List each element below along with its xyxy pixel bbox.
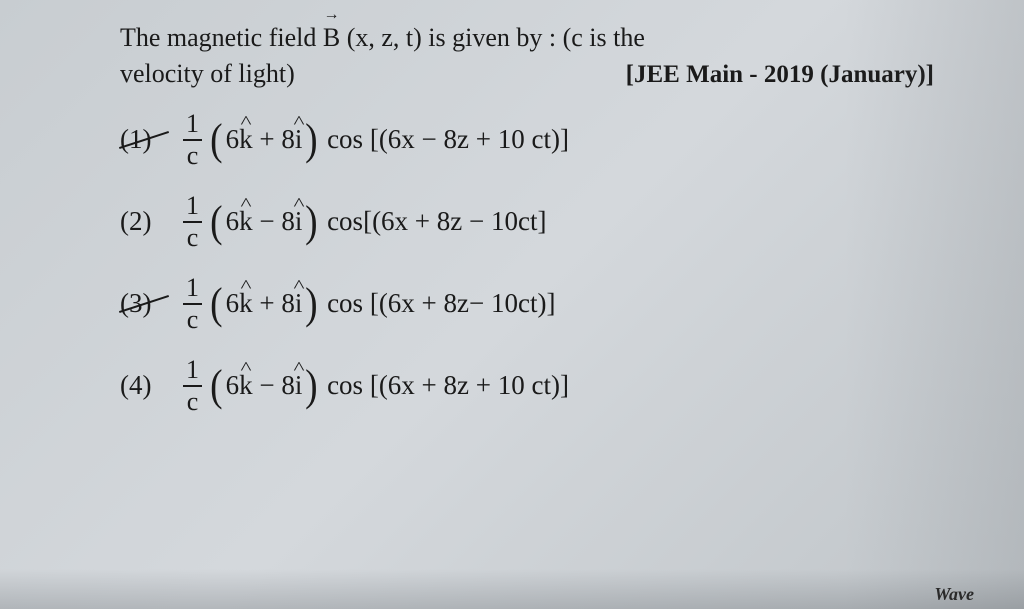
question-stem: The magnetic field B (x, z, t) is given …: [120, 20, 934, 93]
k-hat-2: k: [239, 206, 253, 237]
sign-2: −: [259, 206, 274, 236]
vec-1-content: 6k + 8i: [224, 124, 305, 155]
lparen-icon: (: [210, 286, 222, 321]
k-hat-3: k: [239, 288, 253, 319]
sign-4: −: [259, 370, 274, 400]
cos-label-4: cos: [327, 370, 363, 400]
frac-2-den: c: [183, 221, 203, 251]
lparen-icon: (: [210, 368, 222, 403]
vector-group-1: ( 6k + 8i ): [209, 122, 319, 157]
vec-4-content: 6k − 8i: [224, 370, 305, 401]
frac-3-num: 1: [182, 275, 203, 303]
option-4: (4) 1 c ( 6k − 8i ) cos [(6x + 8z + 10 c…: [120, 357, 934, 415]
rparen-icon: ): [306, 204, 318, 239]
i-hat-3: i: [295, 288, 303, 319]
question-line-2: velocity of light) [JEE Main - 2019 (Jan…: [120, 56, 934, 92]
fraction-3: 1 c: [182, 275, 203, 333]
vector-B: B: [323, 20, 340, 56]
cos-arg-4: (6x + 8z + 10 ct): [379, 370, 560, 400]
bottom-page-fragment: Wave: [934, 584, 974, 605]
exam-source: [JEE Main - 2019 (January)]: [626, 57, 934, 92]
cos-label-2: cos: [327, 206, 363, 236]
k-hat-4: k: [239, 370, 253, 401]
coeff-k-1: 6: [226, 124, 240, 154]
vec-3-content: 6k + 8i: [224, 288, 305, 319]
i-hat-1: i: [295, 124, 303, 155]
vec-2-content: 6k − 8i: [224, 206, 305, 237]
rparen-icon: ): [306, 286, 318, 321]
option-1: (1) 1 c ( 6k + 8i ) cos [(6x − 8z + 10 c…: [120, 111, 934, 169]
i-hat-4: i: [295, 370, 303, 401]
bottom-shadow: [0, 569, 1024, 609]
frac-3-den: c: [183, 303, 203, 333]
option-3-number: (3): [120, 288, 168, 319]
option-1-number: (1): [120, 124, 168, 155]
cos-part-4: cos [(6x + 8z + 10 ct)]: [327, 370, 569, 401]
cos-label-3: cos: [327, 288, 363, 318]
option-4-number: (4): [120, 370, 168, 401]
coeff-k-3: 6: [226, 288, 240, 318]
frac-2-num: 1: [182, 193, 203, 221]
lparen-icon: (: [210, 204, 222, 239]
cos-arg-1: (6x − 8z + 10 ct): [379, 124, 560, 154]
k-hat-1: k: [239, 124, 253, 155]
option-2: (2) 1 c ( 6k − 8i ) cos[(6x + 8z − 10ct]: [120, 193, 934, 251]
i-hat-2: i: [295, 206, 303, 237]
cos-arg-2: (6x + 8z − 10ct]: [372, 206, 546, 236]
coeff-k-4: 6: [226, 370, 240, 400]
question-line-1: The magnetic field B (x, z, t) is given …: [120, 20, 934, 56]
cos-label-1: cos: [327, 124, 363, 154]
frac-4-den: c: [183, 385, 203, 415]
frac-4-num: 1: [182, 357, 203, 385]
cos-part-1: cos [(6x − 8z + 10 ct)]: [327, 124, 569, 155]
sign-1: +: [259, 124, 274, 154]
lparen-icon: (: [210, 122, 222, 157]
frac-1-den: c: [183, 139, 203, 169]
coeff-k-2: 6: [226, 206, 240, 236]
vector-group-3: ( 6k + 8i ): [209, 286, 319, 321]
option-2-number: (2): [120, 206, 168, 237]
fraction-1: 1 c: [182, 111, 203, 169]
cos-part-2: cos[(6x + 8z − 10ct]: [327, 206, 546, 237]
fraction-4: 1 c: [182, 357, 203, 415]
q-text-1: The magnetic field: [120, 23, 323, 52]
frac-1-num: 1: [182, 111, 203, 139]
rparen-icon: ): [306, 122, 318, 157]
cos-arg-3: (6x + 8z− 10ct): [379, 288, 547, 318]
rparen-icon: ): [306, 368, 318, 403]
option-3: (3) 1 c ( 6k + 8i ) cos [(6x + 8z− 10ct)…: [120, 275, 934, 333]
velocity-label: velocity of light): [120, 56, 295, 92]
sign-3: +: [259, 288, 274, 318]
q-text-2: (x, z, t) is given by : (c is the: [347, 23, 645, 52]
vector-group-4: ( 6k − 8i ): [209, 368, 319, 403]
fraction-2: 1 c: [182, 193, 203, 251]
vector-group-2: ( 6k − 8i ): [209, 204, 319, 239]
cos-part-3: cos [(6x + 8z− 10ct)]: [327, 288, 555, 319]
